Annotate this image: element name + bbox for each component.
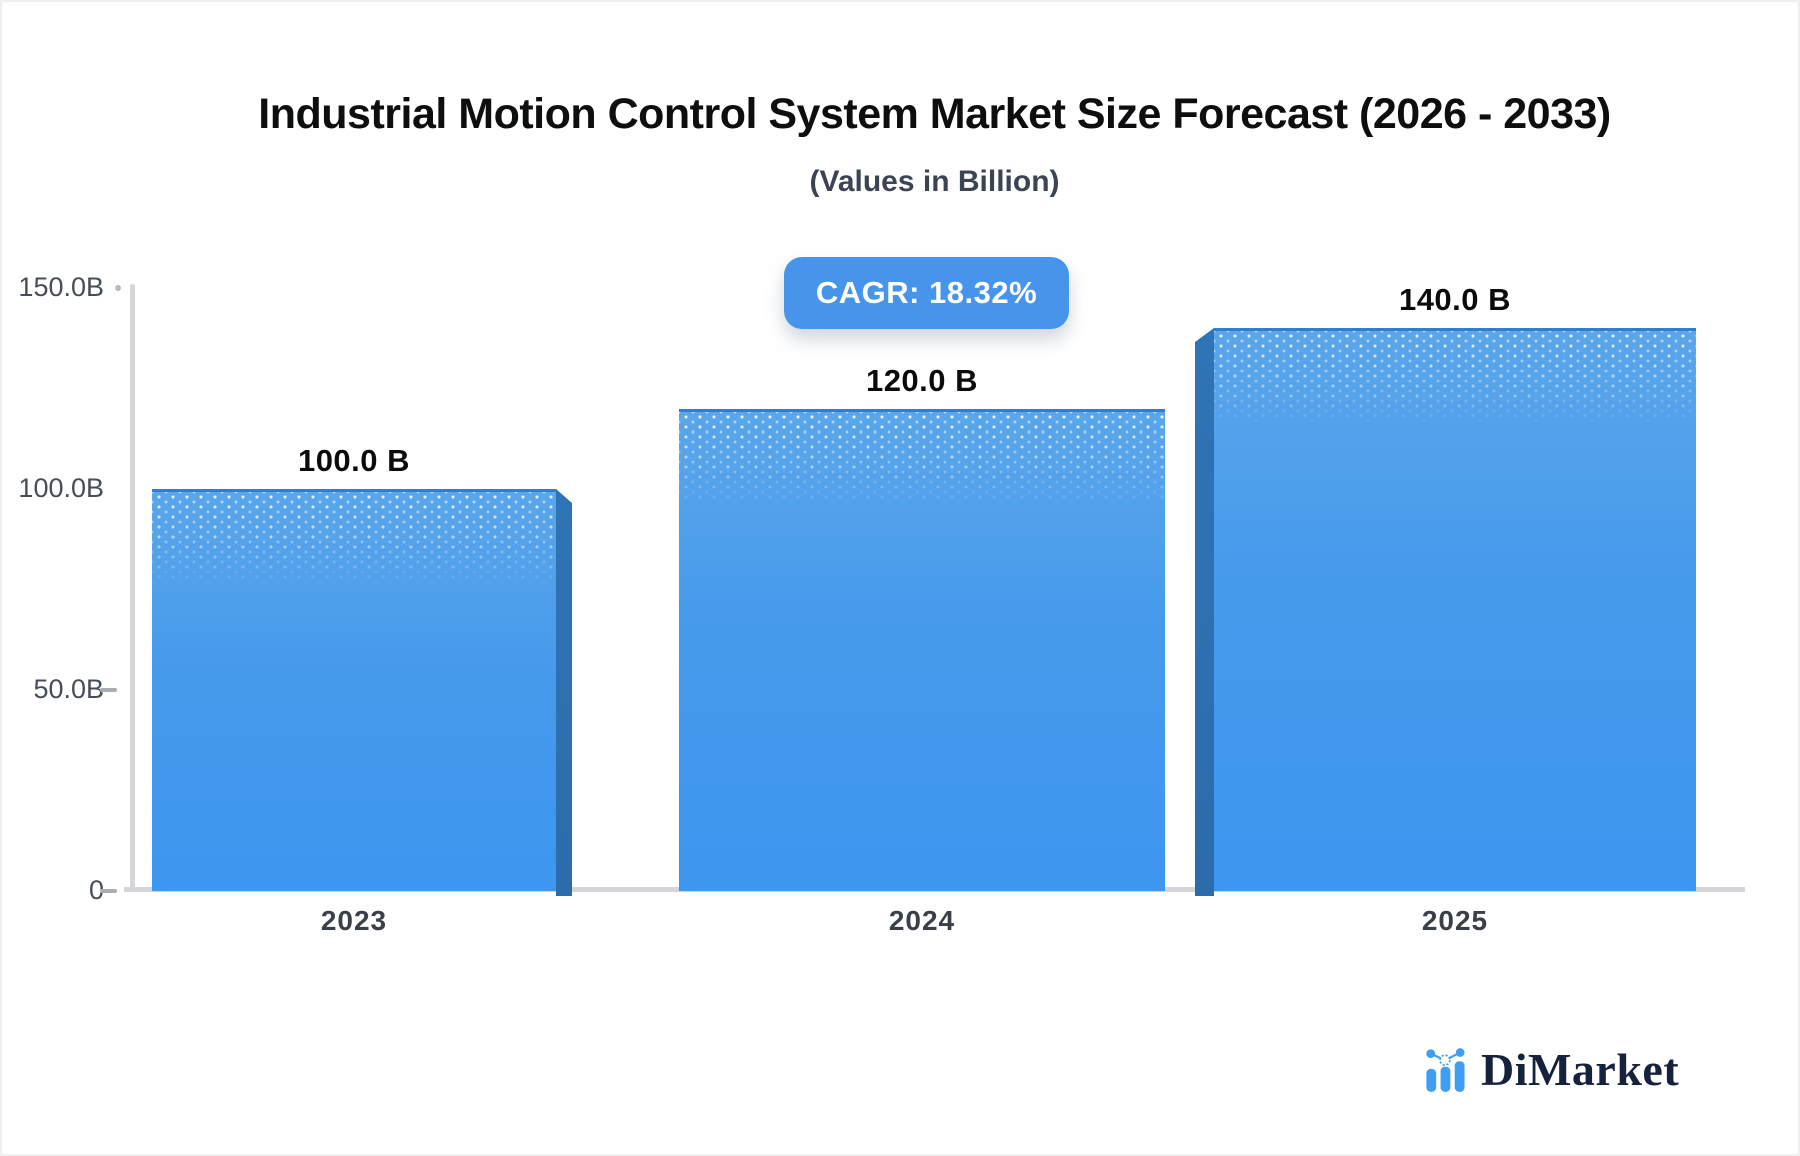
- bar-3d-side-face: [556, 489, 572, 896]
- y-axis-tick-mark: [100, 889, 117, 893]
- bar-value-label: 120.0 B: [865, 363, 979, 398]
- y-axis-tick-label: 150.0B: [18, 272, 104, 302]
- bar-top-dot-texture: [679, 412, 1165, 508]
- y-axis-tick-dot: [115, 285, 121, 291]
- chart-title: Industrial Motion Control System Market …: [258, 90, 1611, 138]
- brand-watermark: DiMarket: [1423, 1042, 1679, 1098]
- x-axis-category-label: 2025: [1421, 905, 1489, 936]
- y-axis-tick-label: 100.0B: [18, 473, 104, 503]
- y-axis-tick-label: 50.0B: [33, 674, 104, 704]
- bar-2024: [679, 409, 1165, 891]
- brand-name: DiMarket: [1481, 1044, 1680, 1095]
- bar-3d-side-face: [1195, 328, 1214, 896]
- y-axis-tick-label: 0: [88, 875, 104, 905]
- y-axis-line: [130, 284, 135, 891]
- x-axis-category-label: 2023: [320, 905, 388, 936]
- bar-2023: [152, 489, 556, 891]
- bar-top-dot-texture: [1214, 331, 1696, 427]
- chart-subtitle: (Values in Billion): [809, 165, 1060, 198]
- cagr-badge-label: CAGR: 18.32%: [815, 275, 1038, 310]
- bar-2025: [1214, 328, 1696, 891]
- y-axis-tick-mark: [100, 688, 117, 692]
- bar-line-chart-logo-icon: [1426, 1048, 1465, 1092]
- bar-value-label: 100.0 B: [297, 443, 411, 478]
- cagr-badge: CAGR: 18.32%: [784, 257, 1069, 329]
- bar-top-dot-texture: [152, 492, 556, 588]
- bar-value-label: 140.0 B: [1398, 282, 1512, 317]
- x-axis-category-label: 2024: [888, 905, 956, 936]
